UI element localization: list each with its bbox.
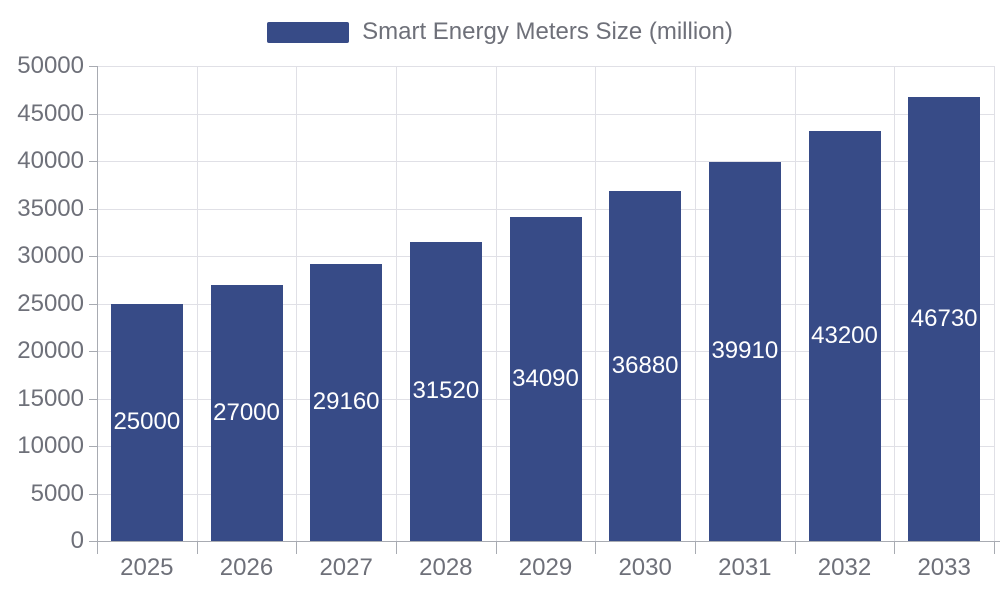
bar-value-label: 34090 [512,365,579,393]
x-axis-label: 2031 [718,554,772,581]
x-tick [296,541,298,554]
y-axis-label: 10000 [17,432,84,459]
x-tick [695,541,696,554]
bar-value-label: 31520 [412,377,480,405]
bar: 36880 [609,190,682,541]
gridline-horizontal [97,161,994,162]
y-tick [89,256,97,257]
x-tick [196,541,198,554]
bar: 46730 [908,97,981,541]
x-axis-label: 2032 [817,554,872,581]
y-axis-label: 30000 [17,242,84,269]
gridline-vertical [495,66,497,541]
x-tick [794,541,796,554]
gridline-vertical [396,66,397,541]
y-tick [89,398,97,400]
y-axis-label: 0 [70,527,84,554]
bar-value-label: 27000 [213,398,280,426]
bar: 43200 [808,130,881,541]
bar: 34090 [509,217,582,541]
gridline-vertical [296,66,298,541]
y-axis-label: 25000 [17,289,84,317]
gridline-horizontal [97,66,994,67]
gridline-vertical [196,66,198,541]
bar: 25000 [110,303,183,541]
gridline-vertical [794,66,796,541]
bar: 29160 [310,263,383,541]
x-axis-label: 2030 [618,554,672,581]
gridline-vertical [894,66,896,541]
gridline-horizontal [97,208,994,210]
y-axis-label: 5000 [30,479,84,507]
y-axis-label: 40000 [17,147,84,174]
gridline-vertical [994,66,995,541]
legend: Smart Energy Meters Size (million) [0,18,1000,46]
bar-value-label: 46730 [910,305,978,333]
plot-area: 25000 27000 29160 31520 34090 36880 39910 43200… [97,66,995,541]
bar: 39910 [708,161,781,541]
y-tick [89,303,97,305]
bar-value-label: 43200 [811,321,878,349]
y-axis-label: 45000 [17,99,84,127]
gridline-vertical [695,66,696,541]
x-axis-label: 2033 [917,554,971,581]
x-tick [894,541,896,554]
gridline-vertical [595,66,597,541]
y-axis-label: 50000 [17,52,84,79]
legend-label: Smart Energy Meters Size (million) [362,18,733,45]
bar-value-label: 25000 [113,408,181,436]
x-axis-label: 2026 [219,554,274,581]
bar-value-label: 36880 [611,351,679,379]
y-axis-label: 35000 [17,194,84,222]
x-axis-line [97,541,1000,542]
legend-swatch [267,21,350,43]
y-tick [89,351,97,352]
y-tick [89,446,97,447]
y-tick [89,208,97,210]
y-axis-label: 20000 [17,337,84,364]
x-axis-label: 2025 [120,554,174,581]
x-tick [495,541,497,554]
bar: 27000 [210,284,283,541]
y-tick [89,66,97,67]
x-axis-label: 2029 [518,554,573,581]
bar: 31520 [409,241,482,541]
x-tick [396,541,397,554]
x-axis-label: 2028 [419,554,473,581]
y-tick [89,113,97,115]
x-axis-label: 2027 [319,554,373,581]
gridline-horizontal [97,113,994,115]
x-tick [595,541,597,554]
y-tick [89,161,97,162]
y-tick [89,541,97,542]
x-tick [97,541,98,554]
legend-item[interactable]: Smart Energy Meters Size (million) [267,18,733,46]
bar-value-label: 39910 [711,337,779,365]
bar-value-label: 29160 [312,388,380,416]
y-axis-line [97,66,98,541]
y-axis-label: 15000 [17,384,84,412]
x-tick [994,541,995,554]
y-tick [89,493,97,495]
